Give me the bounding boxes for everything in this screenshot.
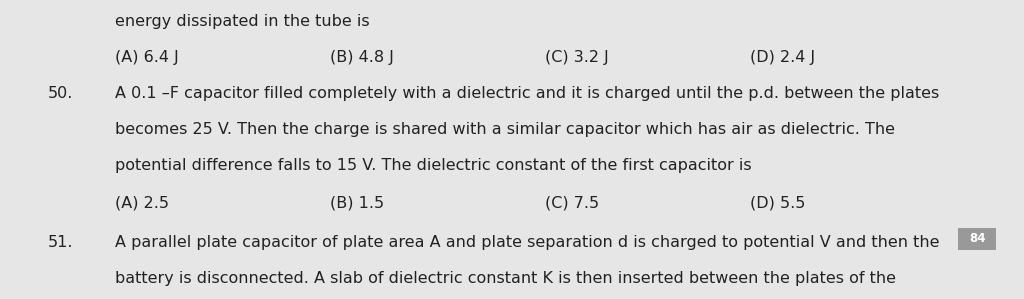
Text: battery is disconnected. A slab of dielectric constant K is then inserted betwee: battery is disconnected. A slab of diele… (115, 271, 896, 286)
Text: (B) 4.8 J: (B) 4.8 J (330, 50, 394, 65)
Text: (C) 7.5: (C) 7.5 (545, 196, 599, 211)
Text: (A) 6.4 J: (A) 6.4 J (115, 50, 179, 65)
Text: (D) 5.5: (D) 5.5 (750, 196, 805, 211)
Text: (C) 3.2 J: (C) 3.2 J (545, 50, 608, 65)
Text: (B) 1.5: (B) 1.5 (330, 196, 384, 211)
Bar (958, 228, 996, 250)
Text: becomes 25 V. Then the charge is shared with a similar capacitor which has air a: becomes 25 V. Then the charge is shared … (115, 122, 895, 137)
Text: 51.: 51. (48, 235, 74, 250)
Text: A 0.1 –F capacitor filled completely with a dielectric and it is charged until t: A 0.1 –F capacitor filled completely wit… (115, 86, 939, 101)
Text: (A) 2.5: (A) 2.5 (115, 196, 169, 211)
Text: 84: 84 (969, 233, 985, 245)
Text: (D) 2.4 J: (D) 2.4 J (750, 50, 815, 65)
Text: 50.: 50. (48, 86, 74, 101)
Text: A parallel plate capacitor of plate area A and plate separation d is charged to : A parallel plate capacitor of plate area… (115, 235, 939, 250)
Text: potential difference falls to 15 V. The dielectric constant of the first capacit: potential difference falls to 15 V. The … (115, 158, 752, 173)
Text: energy dissipated in the tube is: energy dissipated in the tube is (115, 14, 370, 29)
